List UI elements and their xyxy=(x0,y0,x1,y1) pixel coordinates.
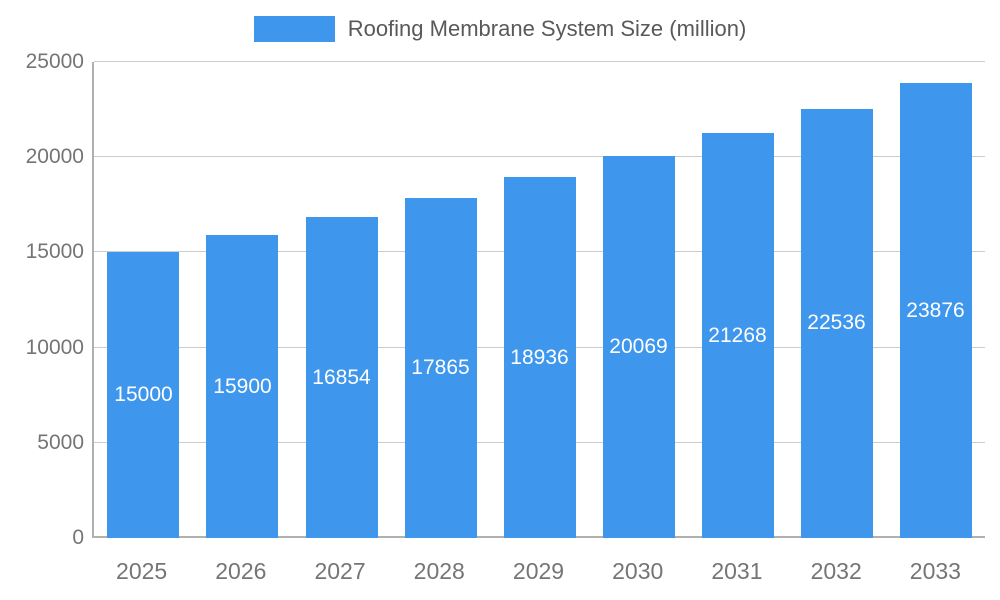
x-tick-label: 2033 xyxy=(909,558,961,584)
x-tick-label: 2027 xyxy=(314,558,366,584)
y-tick-label: 0 xyxy=(72,526,84,549)
y-tick-label: 5000 xyxy=(37,430,84,454)
bar-2027: 16854 xyxy=(305,217,378,538)
plot-area: 15000 15900 16854 17865 18936 20069 21268 22536… xyxy=(92,61,985,538)
bar-value-label: 22536 xyxy=(807,311,866,335)
gridline xyxy=(94,156,985,158)
bar-value-label: 20069 xyxy=(609,334,668,358)
y-tick-label: 15000 xyxy=(25,240,84,264)
x-tick-label: 2031 xyxy=(711,558,763,584)
x-tick-label: 2028 xyxy=(413,558,465,584)
bar-2026: 15900 xyxy=(206,235,279,538)
x-axis: 2025 2026 2027 2028 2029 2030 2031 2032 2033 xyxy=(92,538,985,600)
bar-value-label: 15900 xyxy=(213,374,272,398)
bar-2028: 17865 xyxy=(404,197,477,538)
bar-2033: 23876 xyxy=(899,83,972,538)
legend-label: Roofing Membrane System Size (million) xyxy=(347,16,747,41)
y-tick-label: 25000 xyxy=(25,50,84,73)
gridline xyxy=(94,61,985,62)
y-tick-label: 10000 xyxy=(25,335,84,359)
bar-2032: 22536 xyxy=(800,108,873,538)
bar-value-label: 21268 xyxy=(708,323,767,347)
x-tick-label: 2029 xyxy=(512,558,565,584)
bar-value-label: 16854 xyxy=(312,365,371,389)
bar-value-label: 17865 xyxy=(411,355,470,379)
x-tick-label: 2026 xyxy=(215,558,267,584)
y-tick-label: 20000 xyxy=(25,145,84,169)
bar-2029: 18936 xyxy=(503,177,576,538)
x-tick-label: 2025 xyxy=(116,558,168,584)
y-axis: 0 5000 10000 15000 20000 25000 xyxy=(0,50,84,549)
x-tick-label: 2032 xyxy=(810,558,862,584)
x-tick-label: 2030 xyxy=(612,558,664,584)
legend-swatch-icon xyxy=(253,16,335,42)
bar-value-label: 23876 xyxy=(906,298,965,322)
bar-value-label: 18936 xyxy=(510,345,569,369)
bar-value-label: 15000 xyxy=(114,383,173,407)
bar-2025: 15000 xyxy=(107,252,180,538)
bar-2030: 20069 xyxy=(602,155,675,538)
legend: Roofing Membrane System Size (million) xyxy=(0,16,1000,42)
bar-2031: 21268 xyxy=(701,133,774,538)
